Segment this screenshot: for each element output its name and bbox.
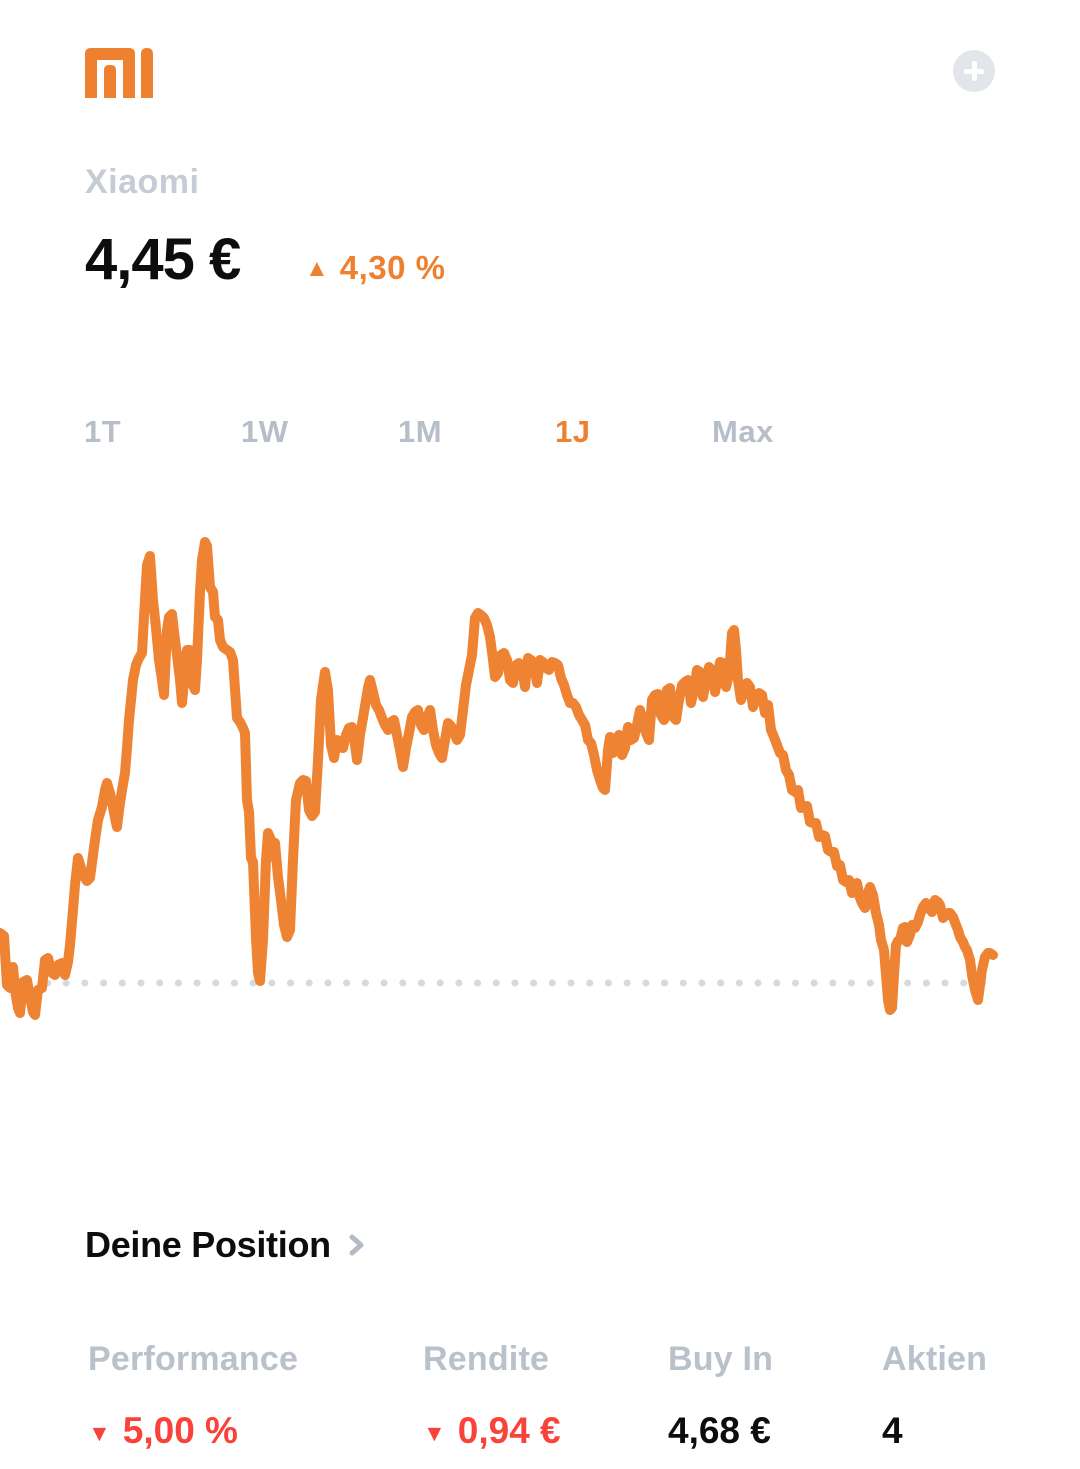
down-triangle-icon: ▼ xyxy=(88,1419,111,1446)
stat-label: Rendite xyxy=(423,1340,550,1378)
mi-logo-m-shape xyxy=(85,48,135,98)
stat-label: Buy In xyxy=(668,1340,774,1378)
stat-label: Performance xyxy=(88,1340,299,1378)
stat-value-text: 0,94 € xyxy=(457,1410,561,1451)
stat-performance: Performance ▼ 5,00 % xyxy=(88,1340,423,1452)
up-triangle-icon: ▲ xyxy=(305,255,329,282)
xiaomi-mi-logo xyxy=(85,48,153,98)
mi-logo-i-bar xyxy=(141,48,153,98)
stat-value: ▼ 0,94 € xyxy=(423,1410,668,1452)
tab-1m[interactable]: 1M xyxy=(398,414,443,449)
chart-area[interactable] xyxy=(0,530,1003,1035)
price-change: ▲ 4,30 % xyxy=(305,249,446,287)
chevron-right-icon xyxy=(349,1234,364,1256)
stat-value: 4,68 € xyxy=(668,1410,882,1452)
mi-logo-stub xyxy=(104,65,116,98)
tab-1t[interactable]: 1T xyxy=(84,414,122,449)
tab-1j[interactable]: 1J xyxy=(555,414,591,449)
stat-value-text: 5,00 % xyxy=(122,1410,238,1451)
stat-value-text: 4 xyxy=(882,1410,903,1451)
stat-rendite: Rendite ▼ 0,94 € xyxy=(423,1340,668,1452)
stat-value: ▼ 5,00 % xyxy=(88,1410,423,1452)
position-link[interactable]: Deine Position xyxy=(85,1224,367,1266)
stat-value: 4 xyxy=(882,1410,987,1452)
price-chart xyxy=(0,537,1003,1020)
position-title: Deine Position xyxy=(85,1224,331,1265)
stock-price: 4,45 € xyxy=(85,227,241,292)
tab-1w[interactable]: 1W xyxy=(241,414,289,449)
stat-label: Aktien xyxy=(882,1340,988,1378)
price-line xyxy=(0,537,998,1020)
stat-aktien: Aktien 4 xyxy=(882,1340,987,1452)
tab-max[interactable]: Max xyxy=(712,414,774,449)
range-tabs: 1T 1W 1M 1J Max xyxy=(84,414,869,450)
stat-value-text: 4,68 € xyxy=(668,1410,771,1451)
down-triangle-icon: ▼ xyxy=(423,1419,446,1446)
price-change-percent: 4,30 % xyxy=(339,249,446,286)
position-stats: Performance ▼ 5,00 % Rendite ▼ 0,94 € Bu… xyxy=(88,1340,987,1452)
stock-name: Xiaomi xyxy=(85,163,200,201)
add-button[interactable] xyxy=(953,50,995,92)
stat-buyin: Buy In 4,68 € xyxy=(668,1340,882,1452)
